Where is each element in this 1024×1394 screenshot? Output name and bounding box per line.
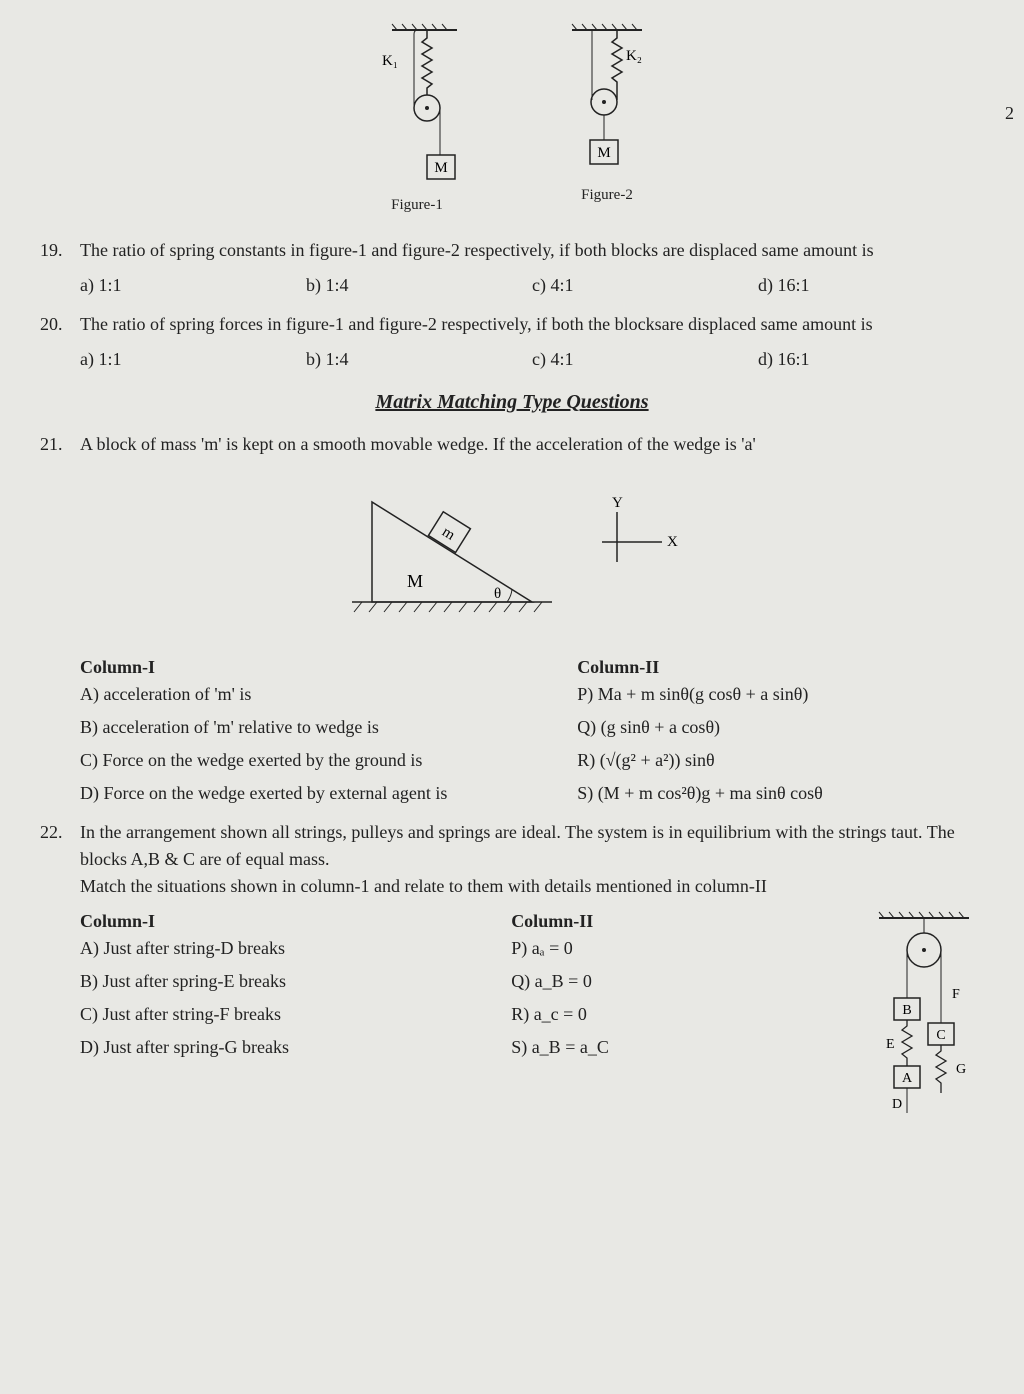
q19-text: The ratio of spring constants in figure-…	[80, 237, 984, 264]
q21-text: A block of mass 'm' is kept on a smooth …	[80, 431, 984, 458]
mass-label-2: M	[597, 145, 610, 161]
q19-opt-b: b) 1:4	[306, 272, 532, 299]
q22-col2-header: Column-II	[511, 908, 864, 935]
figures-row: M K₁ Figure-1 M K₂ Figure-2	[40, 20, 984, 217]
q21-row-a-r: P) Ma + m sinθ(g cosθ + a sinθ)	[577, 681, 984, 708]
section-header: Matrix Matching Type Questions	[40, 387, 984, 417]
q21-row-c: C) Force on the wedge exerted by the gro…	[80, 747, 984, 774]
q19-number: 19.	[40, 237, 80, 264]
q22-row-c: C) Just after string-F breaks R) a_c = 0	[80, 1001, 864, 1028]
figure-1: M K₁ Figure-1	[372, 20, 462, 217]
k2-label: K₂	[626, 48, 642, 64]
question-21: 21. A block of mass 'm' is kept on a smo…	[40, 431, 984, 458]
q22-row-b: B) Just after spring-E breaks Q) a_B = 0	[80, 968, 864, 995]
q22-row-c-r: R) a_c = 0	[511, 1001, 864, 1028]
q21-row-b: B) acceleration of 'm' relative to wedge…	[80, 714, 984, 741]
q19-opt-a: a) 1:1	[80, 272, 306, 299]
question-20: 20. The ratio of spring forces in figure…	[40, 311, 984, 338]
svg-text:F: F	[952, 987, 960, 1002]
q22-row-c-l: C) Just after string-F breaks	[80, 1001, 511, 1028]
page-number: 2	[1005, 100, 1014, 127]
wedge-diagram: m M θ X Y	[40, 472, 984, 640]
q22-row-d-r: S) a_B = a_C	[511, 1034, 864, 1061]
q22-number: 22.	[40, 819, 80, 900]
q20-opt-a: a) 1:1	[80, 346, 306, 373]
svg-text:G: G	[956, 1062, 966, 1077]
question-19: 19. The ratio of spring constants in fig…	[40, 237, 984, 264]
svg-text:E: E	[886, 1037, 895, 1052]
figure-1-label: Figure-1	[372, 194, 462, 217]
q20-text: The ratio of spring forces in figure-1 a…	[80, 311, 984, 338]
q21-row-a: A) acceleration of 'm' is P) Ma + m sinθ…	[80, 681, 984, 708]
q20-opt-b: b) 1:4	[306, 346, 532, 373]
q22-row-b-l: B) Just after spring-E breaks	[80, 968, 511, 995]
q22-row-b-r: Q) a_B = 0	[511, 968, 864, 995]
q21-row-b-r: Q) (g sinθ + a cosθ)	[577, 714, 984, 741]
svg-text:X: X	[667, 534, 678, 550]
q22-row-a: A) Just after string-D breaks P) aₐ = 0	[80, 935, 864, 962]
q22-text-2: Match the situations shown in column-1 a…	[80, 876, 767, 896]
q22-row-d: D) Just after spring-G breaks S) a_B = a…	[80, 1034, 864, 1061]
q20-opt-d: d) 16:1	[758, 346, 984, 373]
q21-row-a-l: A) acceleration of 'm' is	[80, 681, 577, 708]
q21-number: 21.	[40, 431, 80, 458]
q19-opt-c: c) 4:1	[532, 272, 758, 299]
mass-label-1: M	[434, 160, 447, 176]
q19-opt-d: d) 16:1	[758, 272, 984, 299]
q21-row-c-l: C) Force on the wedge exerted by the gro…	[80, 747, 577, 774]
q21-row-d-l: D) Force on the wedge exerted by externa…	[80, 780, 577, 807]
q22-text: In the arrangement shown all strings, pu…	[80, 819, 984, 900]
figure-2-label: Figure-2	[562, 184, 652, 207]
q22-columns-header: Column-I Column-II	[80, 908, 864, 935]
svg-text:D: D	[892, 1097, 902, 1112]
svg-text:θ: θ	[494, 586, 501, 602]
svg-text:Y: Y	[612, 495, 623, 511]
q20-opt-c: c) 4:1	[532, 346, 758, 373]
svg-text:A: A	[902, 1071, 913, 1086]
q22-col1-header: Column-I	[80, 908, 511, 935]
q21-columns-header: Column-I Column-II	[80, 654, 984, 681]
q22-diagram: B E A D F C G	[864, 908, 984, 1166]
q21-col1-header: Column-I	[80, 654, 577, 681]
q21-col2-header: Column-II	[577, 654, 984, 681]
svg-text:M: M	[407, 571, 423, 591]
figure-2: M K₂ Figure-2	[562, 20, 652, 217]
q20-options: a) 1:1 b) 1:4 c) 4:1 d) 16:1	[80, 346, 984, 373]
q22-row-d-l: D) Just after spring-G breaks	[80, 1034, 511, 1061]
q20-number: 20.	[40, 311, 80, 338]
q21-row-b-l: B) acceleration of 'm' relative to wedge…	[80, 714, 577, 741]
q21-row-d-r: S) (M + m cos²θ)g + ma sinθ cosθ	[577, 780, 984, 807]
q19-options: a) 1:1 b) 1:4 c) 4:1 d) 16:1	[80, 272, 984, 299]
q21-row-d: D) Force on the wedge exerted by externa…	[80, 780, 984, 807]
svg-text:C: C	[936, 1028, 945, 1043]
q22-row-a-l: A) Just after string-D breaks	[80, 935, 511, 962]
q22-text-1: In the arrangement shown all strings, pu…	[80, 822, 955, 869]
q21-row-c-r: R) (√(g² + a²)) sinθ	[577, 747, 984, 774]
q22-row-a-r: P) aₐ = 0	[511, 935, 864, 962]
question-22: 22. In the arrangement shown all strings…	[40, 819, 984, 900]
k1-label: K₁	[382, 53, 398, 69]
svg-text:B: B	[902, 1003, 911, 1018]
svg-text:m: m	[439, 523, 458, 543]
